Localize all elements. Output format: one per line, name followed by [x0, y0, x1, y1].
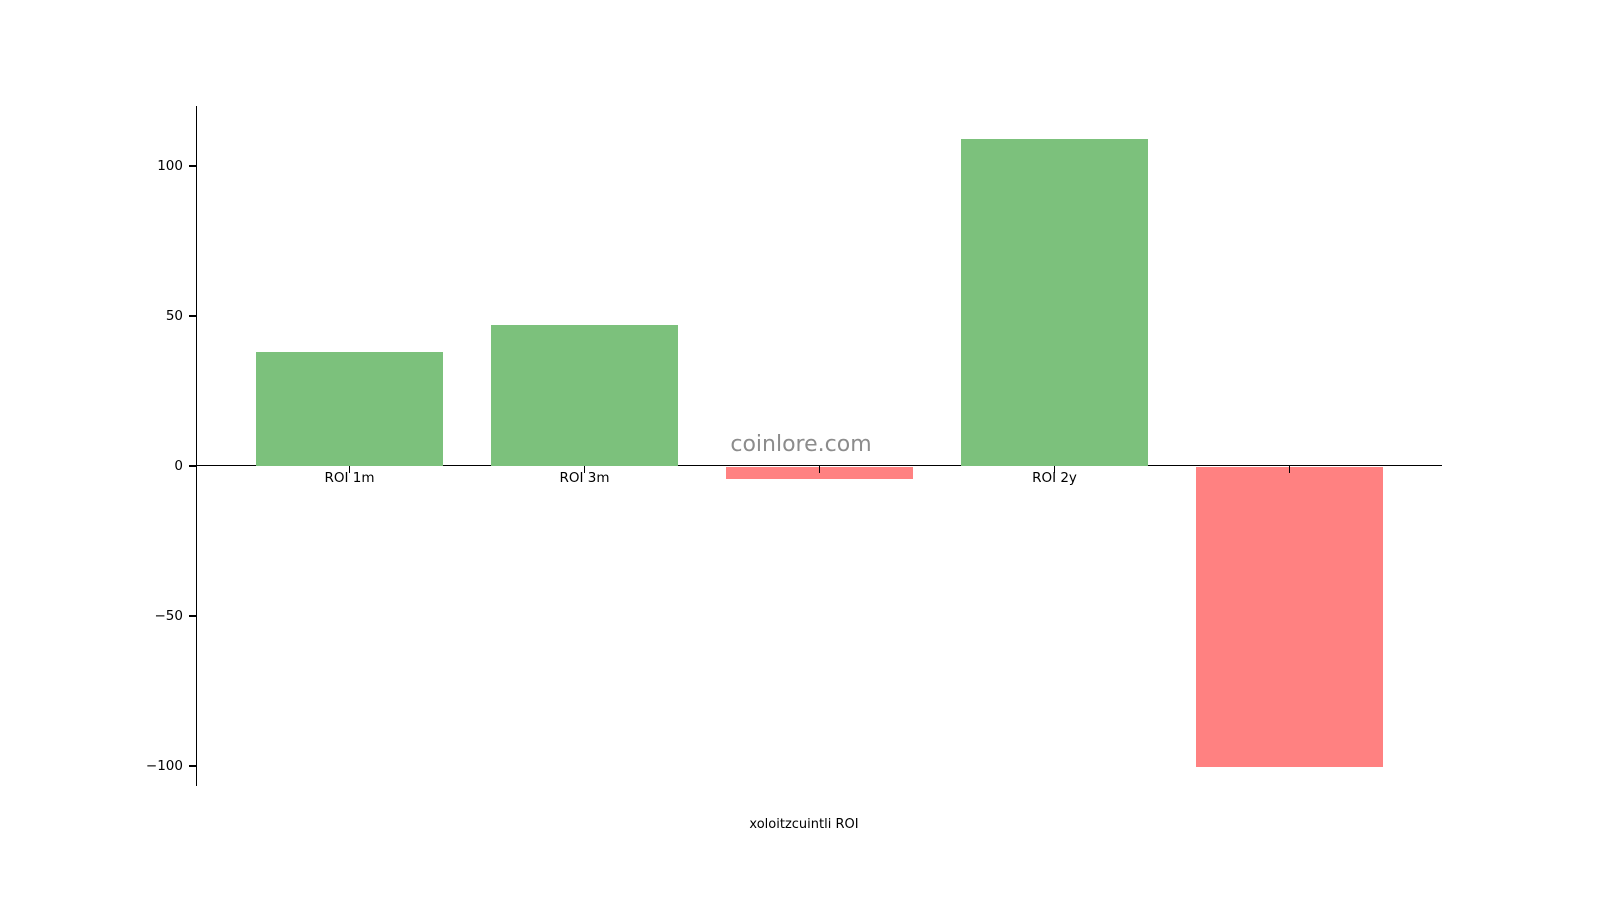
y-tick-label: −50	[154, 608, 184, 624]
x-tick-mark	[583, 466, 586, 473]
x-tick-label: ROI 3m	[559, 470, 610, 486]
x-tick-mark	[818, 466, 821, 473]
x-axis-zero-line	[196, 465, 1442, 467]
x-tick-mark	[348, 466, 351, 473]
bar-roi-3m	[491, 325, 678, 466]
y-tick-mark	[189, 465, 197, 467]
bar-roi-1m	[256, 352, 443, 466]
y-tick-label: 0	[174, 458, 183, 474]
x-axis-title: xoloitzcuintli ROI	[749, 817, 859, 832]
x-tick-label: ROI 1m	[324, 470, 375, 486]
bar-roi-2	[726, 467, 913, 479]
watermark: coinlore.com	[730, 432, 872, 457]
bar-roi-4	[1196, 467, 1383, 767]
x-tick-mark	[1288, 466, 1291, 473]
y-tick-mark	[189, 615, 197, 617]
y-tick-label: 50	[165, 308, 183, 324]
y-tick-mark	[189, 165, 197, 167]
y-tick-mark	[189, 315, 197, 317]
y-tick-mark	[189, 765, 197, 767]
y-tick-label: 100	[157, 158, 183, 174]
y-axis-line	[196, 106, 198, 786]
bar-roi-2y	[961, 139, 1148, 466]
x-tick-label: ROI 2y	[1032, 470, 1077, 486]
y-tick-label: −100	[145, 758, 183, 774]
x-tick-mark	[1053, 466, 1056, 473]
